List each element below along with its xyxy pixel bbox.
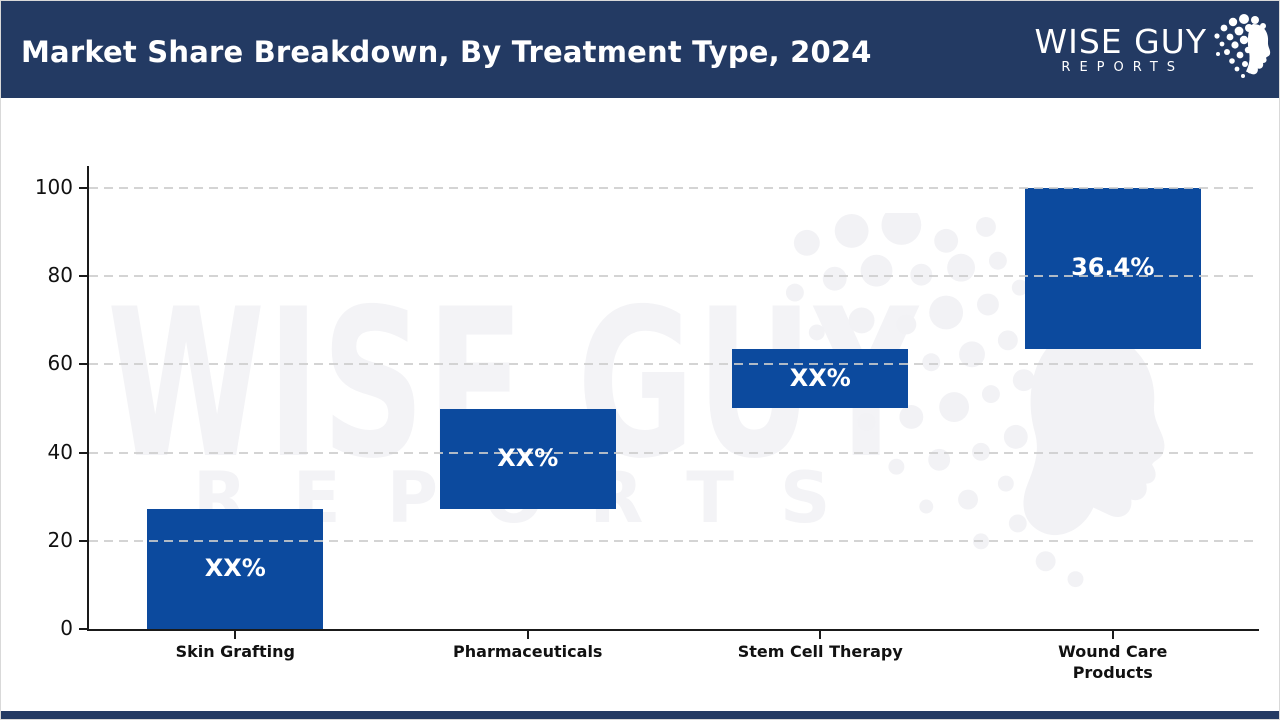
bar-pharmaceuticals bbox=[439, 408, 616, 509]
gridline-60 bbox=[89, 363, 1259, 366]
y-tick-40 bbox=[79, 451, 87, 454]
x-tick-pharmaceuticals bbox=[526, 631, 529, 639]
gridline-80 bbox=[89, 275, 1259, 278]
y-tick-label-0: 0 bbox=[60, 616, 73, 640]
gridline-20 bbox=[89, 539, 1259, 542]
bar-value-label-skin-grafting: XX% bbox=[204, 553, 266, 582]
bar-stem-cell-therapy bbox=[732, 348, 909, 409]
y-tick-label-100: 100 bbox=[34, 175, 73, 199]
wise-guy-logo: WISE GUY REPORTS bbox=[1034, 9, 1271, 91]
y-tick-label-20: 20 bbox=[47, 527, 73, 552]
y-tick-100 bbox=[79, 187, 87, 189]
y-tick-0 bbox=[79, 628, 87, 630]
x-tick-label-stem-cell-therapy: Stem Cell Therapy bbox=[737, 642, 903, 661]
gridline-100 bbox=[89, 187, 1259, 189]
x-tick-label-pharmaceuticals: Pharmaceuticals bbox=[453, 642, 603, 661]
logo-wordmark-line2: REPORTS bbox=[1061, 60, 1185, 75]
y-tick-label-60: 60 bbox=[47, 351, 73, 376]
logo-wordmark-line1: WISE GUY bbox=[1034, 22, 1207, 61]
logo-face-icon bbox=[1214, 14, 1271, 78]
bar-value-label-wound-care-products: 36.4% bbox=[1071, 253, 1155, 282]
y-tick-label-80: 80 bbox=[47, 263, 73, 288]
watermark-face-icon bbox=[785, 213, 1165, 588]
chart-title: Market Share Breakdown, By Treatment Typ… bbox=[21, 35, 872, 69]
y-tick-60 bbox=[79, 363, 87, 366]
bar-value-label-stem-cell-therapy: XX% bbox=[789, 363, 851, 392]
x-tick-wound-care-products bbox=[1111, 631, 1114, 639]
y-tick-20 bbox=[79, 539, 87, 542]
x-tick-skin-grafting bbox=[234, 631, 237, 639]
x-tick-stem-cell-therapy bbox=[819, 631, 822, 639]
y-axis bbox=[87, 166, 89, 631]
bar-value-label-pharmaceuticals: XX% bbox=[497, 443, 559, 472]
footer-bar bbox=[1, 711, 1279, 719]
header-bar: Market Share Breakdown, By Treatment Typ… bbox=[1, 1, 1279, 98]
bar-wound-care-products bbox=[1024, 188, 1201, 349]
x-axis bbox=[87, 629, 1259, 631]
x-tick-label-skin-grafting: Skin Grafting bbox=[175, 642, 295, 661]
bar-skin-grafting bbox=[147, 508, 324, 629]
y-tick-label-40: 40 bbox=[47, 439, 73, 464]
logo-wordmark: WISE GUY REPORTS bbox=[1034, 24, 1207, 76]
y-tick-80 bbox=[79, 275, 87, 278]
x-tick-label-wound-care-products: Wound Care Products bbox=[1058, 642, 1168, 682]
gridline-40 bbox=[89, 451, 1259, 454]
